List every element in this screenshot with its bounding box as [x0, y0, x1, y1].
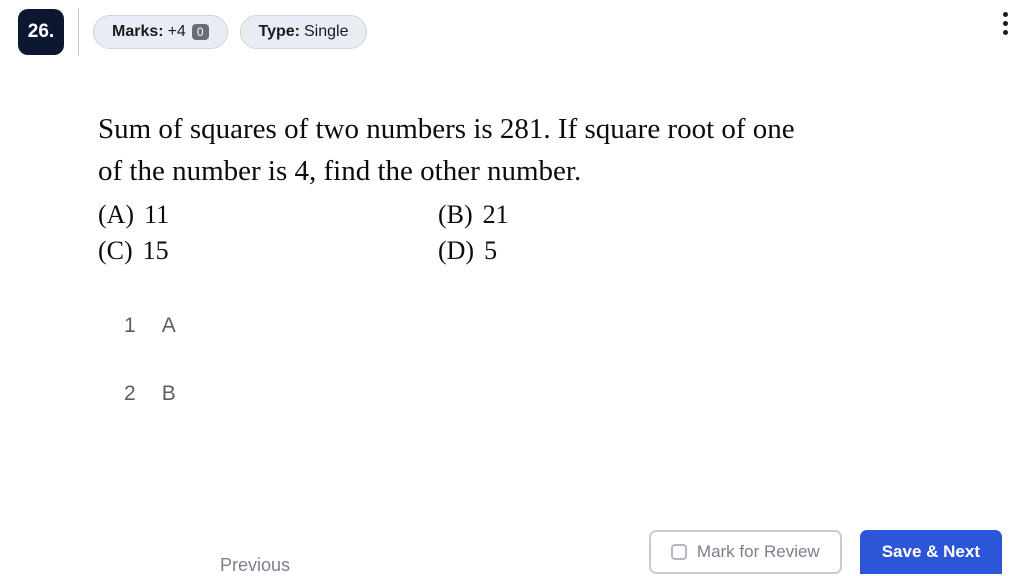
option-a-text: 11	[144, 200, 169, 230]
answer-row-2-num: 2	[124, 382, 136, 406]
marks-label: Marks:	[112, 23, 164, 41]
marks-pill: Marks: +4 0	[93, 15, 228, 49]
mark-for-review-button[interactable]: Mark for Review	[649, 530, 842, 574]
option-b-text: 21	[483, 200, 509, 230]
answer-row-2[interactable]: 2 B	[98, 382, 960, 406]
options-grid: (A) 11 (B) 21 (C) 15 (D) 5	[98, 200, 738, 266]
answer-row-1-letter: A	[162, 314, 176, 338]
option-d[interactable]: (D) 5	[438, 236, 738, 266]
option-d-text: 5	[484, 236, 497, 266]
mark-for-review-label: Mark for Review	[697, 542, 820, 562]
answer-row-2-letter: B	[162, 382, 176, 406]
question-header: 26. Marks: +4 0 Type: Single	[0, 0, 1024, 64]
marks-neg-badge: 0	[192, 24, 209, 40]
option-d-letter: (D)	[438, 236, 474, 266]
divider	[78, 8, 79, 56]
answer-row-1[interactable]: 1 A	[98, 314, 960, 338]
question-text: Sum of squares of two numbers is 281. If…	[98, 108, 798, 192]
option-c[interactable]: (C) 15	[98, 236, 398, 266]
marks-value: +4	[168, 23, 186, 41]
more-options-icon[interactable]	[1003, 12, 1008, 35]
option-c-text: 15	[143, 236, 169, 266]
option-b[interactable]: (B) 21	[438, 200, 738, 230]
footer-bar: Mark for Review Save & Next	[0, 522, 1024, 576]
answer-choice-list: 1 A 2 B	[98, 314, 960, 406]
type-value: Single	[304, 23, 348, 41]
checkbox-icon	[671, 544, 687, 560]
option-a-letter: (A)	[98, 200, 134, 230]
answer-row-1-num: 1	[124, 314, 136, 338]
type-pill: Type: Single	[240, 15, 368, 49]
option-a[interactable]: (A) 11	[98, 200, 398, 230]
question-content: Sum of squares of two numbers is 281. If…	[0, 64, 1024, 406]
save-next-button[interactable]: Save & Next	[860, 530, 1002, 574]
option-c-letter: (C)	[98, 236, 133, 266]
option-b-letter: (B)	[438, 200, 473, 230]
question-number-badge: 26.	[18, 9, 64, 55]
type-label: Type:	[259, 23, 300, 41]
